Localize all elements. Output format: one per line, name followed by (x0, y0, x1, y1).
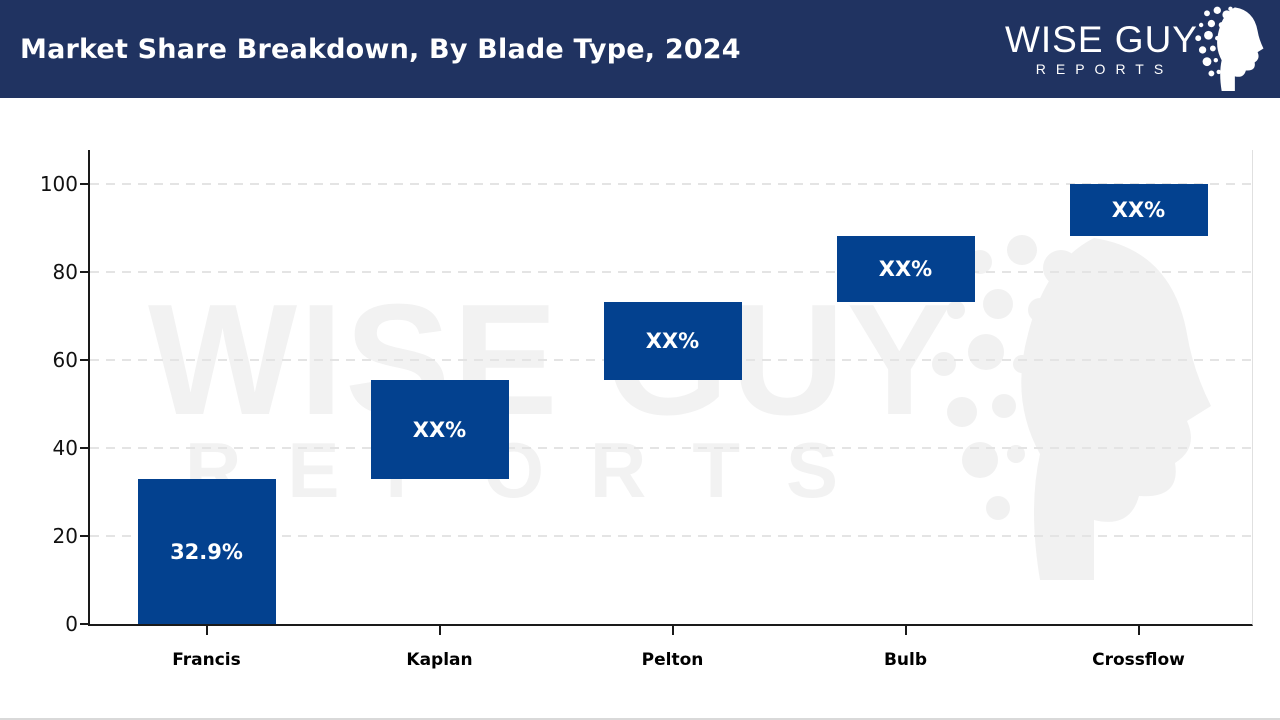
wiseguy-logo: WISE GUY REPORTS (1005, 3, 1266, 95)
y-tick-mark (80, 623, 88, 625)
y-tick-mark (80, 359, 88, 361)
y-tick-mark (80, 535, 88, 537)
logo-subtitle: REPORTS (1035, 61, 1174, 77)
y-tick-label: 80 (52, 260, 78, 284)
y-tick-mark (80, 271, 88, 273)
bar-value-label: XX% (412, 417, 467, 442)
bar-segment: XX% (836, 236, 975, 302)
watermark-subtitle: REPORTS (185, 426, 885, 514)
bar-value-label: XX% (878, 257, 933, 282)
bar-segment: 32.9% (137, 479, 276, 624)
wiseguy-logo-text: WISE GUY REPORTS (1005, 21, 1198, 77)
chart-title: Market Share Breakdown, By Blade Type, 2… (20, 33, 741, 65)
x-tick-label: Kaplan (406, 650, 473, 670)
plot-area: 0 20 40 60 80 100 Francis Kaplan Pelton Bulb Cross… (40, 150, 1253, 670)
bar-segment: XX% (603, 301, 742, 380)
bar-value-label: XX% (645, 328, 700, 353)
y-tick-label: 100 (39, 172, 78, 196)
gridline (90, 447, 1252, 449)
x-tick-mark (671, 626, 674, 635)
bar-value-label: XX% (1111, 198, 1166, 223)
x-tick-mark (438, 626, 441, 635)
x-tick-label: Bulb (883, 650, 928, 670)
header-bar: Market Share Breakdown, By Blade Type, 2… (0, 0, 1280, 98)
bar-segment: XX% (1069, 184, 1208, 237)
wiseguy-head-icon (1192, 3, 1266, 95)
y-tick-mark (80, 183, 88, 185)
logo-wordmark: WISE GUY (1004, 19, 1198, 60)
y-tick-label: 20 (52, 524, 78, 548)
gridline (90, 535, 1252, 537)
x-tick-label: Pelton (641, 650, 704, 670)
gridline (90, 183, 1252, 185)
x-tick-mark (205, 626, 208, 635)
x-tick-label: Crossflow (1092, 650, 1185, 670)
bar-value-label: 32.9% (170, 539, 243, 564)
bar-segment: XX% (370, 379, 509, 480)
x-tick-label: Francis (172, 650, 241, 670)
y-tick-mark (80, 447, 88, 449)
watermark-head-icon (920, 200, 1220, 604)
y-tick-label: 0 (65, 612, 78, 636)
x-tick-mark (904, 626, 907, 635)
y-tick-label: 40 (52, 436, 78, 460)
y-tick-label: 60 (52, 348, 78, 372)
x-tick-mark (1137, 626, 1140, 635)
gridline (90, 271, 1252, 273)
